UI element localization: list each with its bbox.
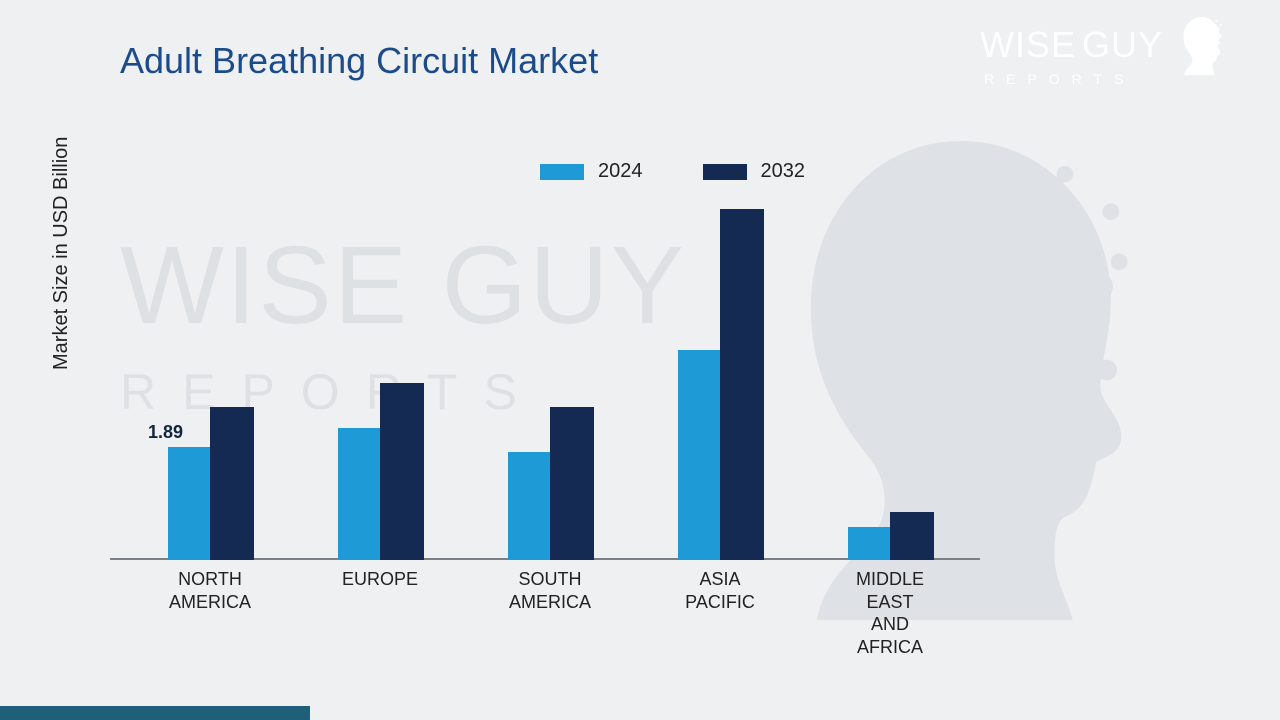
brand-block: WISE GUY REPORTS [980, 15, 1260, 87]
y-axis-label: Market Size in USD Billion [50, 137, 73, 370]
chart-title: Adult Breathing Circuit Market [120, 40, 598, 82]
bar-2032 [890, 512, 934, 560]
bar-2032 [210, 407, 254, 560]
category-label: SOUTHAMERICA [475, 568, 625, 613]
legend-swatch-2032 [703, 164, 747, 180]
legend-item-2032: 2032 [703, 160, 806, 183]
bottom-accent-bar [0, 706, 310, 720]
legend: 2024 2032 [540, 160, 805, 183]
legend-swatch-2024 [540, 164, 584, 180]
bar-2024 [678, 350, 722, 560]
brand-word-wise: WISE [980, 24, 1076, 66]
category-label: ASIAPACIFIC [645, 568, 795, 613]
plot-area: 1.89 [110, 200, 980, 560]
bar-2032 [720, 209, 764, 560]
legend-item-2024: 2024 [540, 160, 643, 183]
category-label: EUROPE [305, 568, 455, 591]
bar-2032 [380, 383, 424, 560]
bar-2024 [508, 452, 552, 560]
brand-word-guy: GUY [1082, 24, 1163, 66]
bar-2024 [168, 447, 212, 560]
value-label: 1.89 [148, 422, 183, 443]
legend-label-2024: 2024 [598, 160, 643, 183]
bar-2024 [338, 428, 382, 560]
legend-label-2032: 2032 [761, 160, 806, 183]
brand-head-icon [1169, 15, 1229, 75]
canvas: WISE GUY REPORTS WISE GUY REPORTS Adult … [0, 0, 1280, 720]
category-label: MIDDLEEASTANDAFRICA [815, 568, 965, 658]
brand-line1: WISE GUY [980, 15, 1260, 75]
bar-2024 [848, 527, 892, 560]
bar-2032 [550, 407, 594, 560]
category-label: NORTHAMERICA [135, 568, 285, 613]
